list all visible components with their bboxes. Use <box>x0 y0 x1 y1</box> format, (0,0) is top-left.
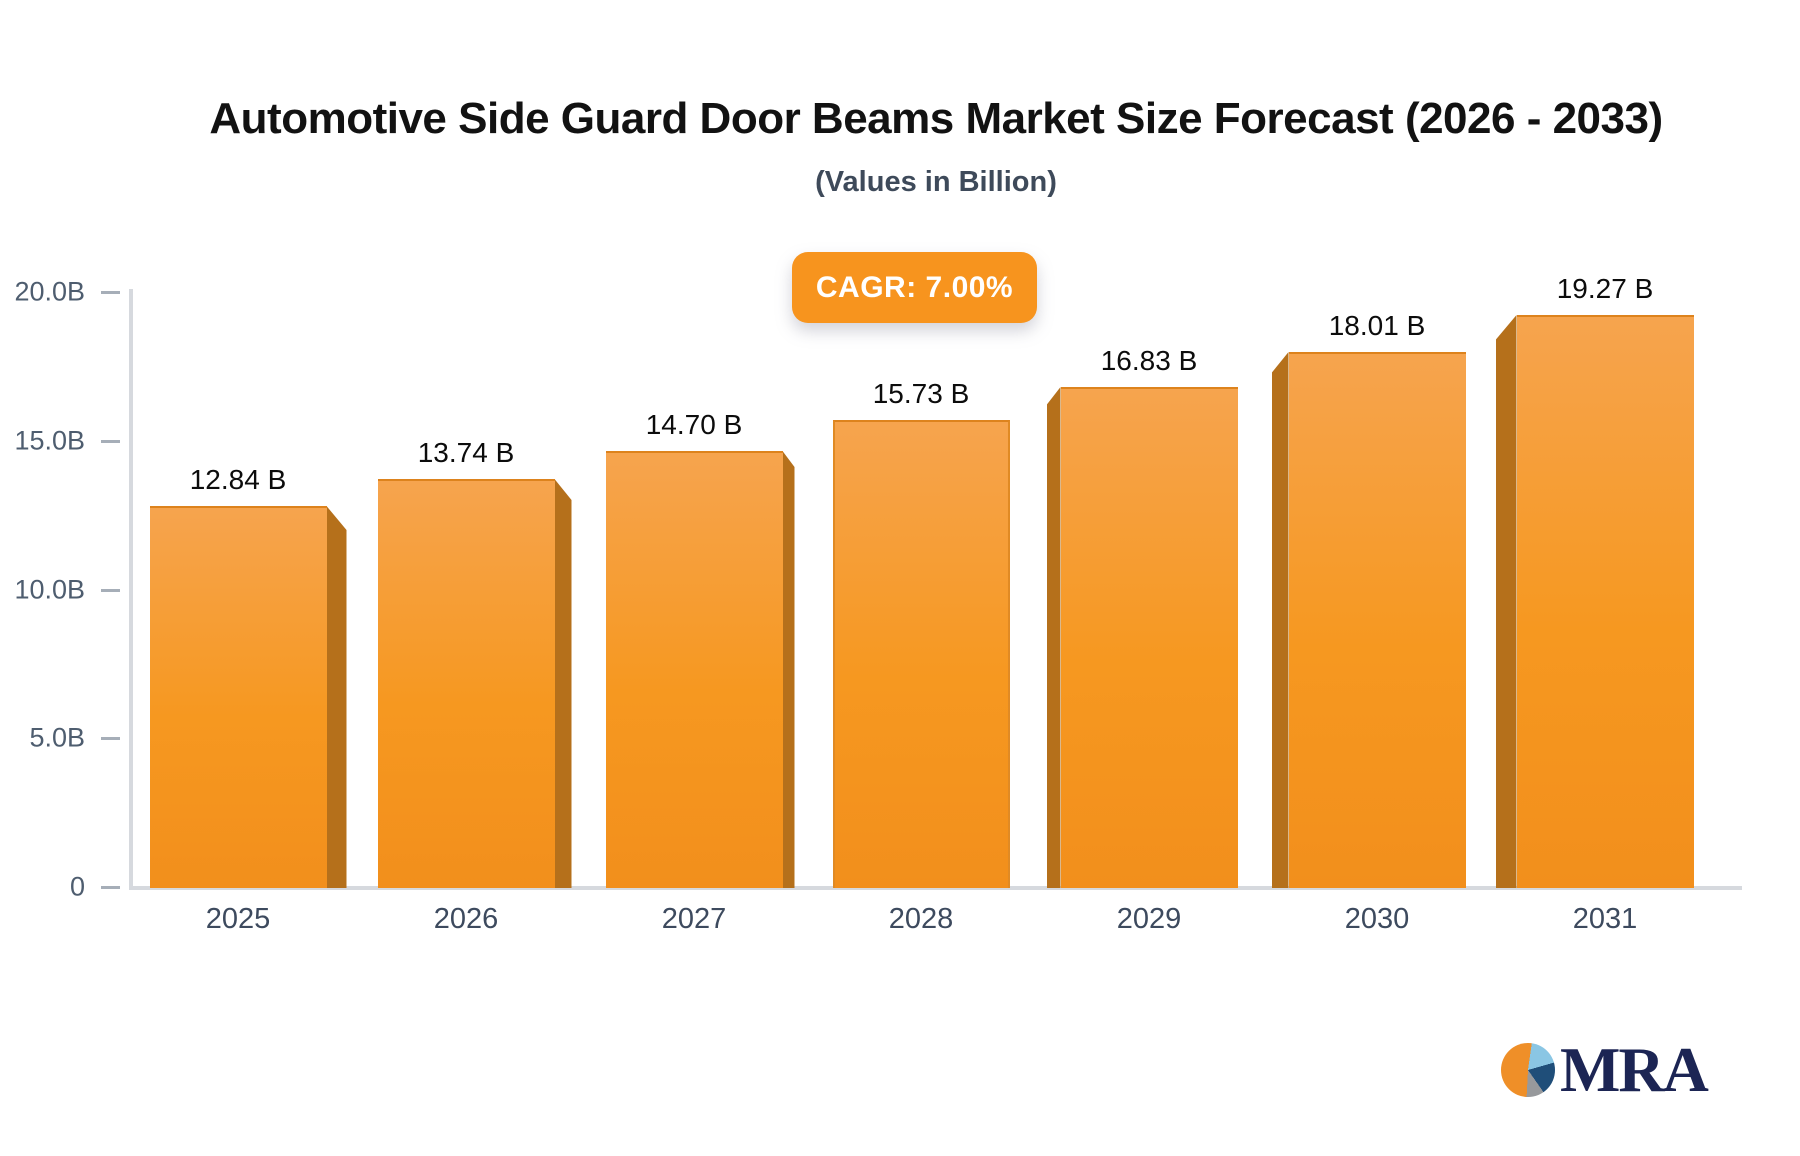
y-tick-dash <box>101 737 120 741</box>
bar <box>149 506 327 888</box>
bar-3d-side <box>1046 387 1061 888</box>
pie-chart-logo-icon <box>1501 1043 1555 1097</box>
x-axis-label: 2031 <box>1572 903 1638 935</box>
bar <box>605 451 783 888</box>
bar-value-label: 12.84 B <box>189 464 287 495</box>
cagr-badge-label: CAGR: 7.00% <box>815 270 1014 304</box>
y-tick-label: 10.0B <box>14 574 85 604</box>
bar-value-label: 18.01 B <box>1328 310 1426 341</box>
bar <box>832 420 1010 888</box>
bar-3d-side <box>1271 352 1289 888</box>
y-tick-dash <box>101 886 120 889</box>
y-tick-label: 0 <box>69 871 85 902</box>
chart-title: Automotive Side Guard Door Beams Market … <box>209 94 1663 143</box>
chart-subtitle: (Values in Billion) <box>815 166 1057 198</box>
y-axis-line <box>129 289 133 887</box>
y-tick-dash <box>101 439 120 443</box>
bar-3d-side <box>782 451 795 888</box>
y-tick-label: 20.0B <box>14 276 85 307</box>
y-tick-label: 15.0B <box>14 425 85 456</box>
bar <box>1516 315 1694 888</box>
x-axis-label: 2030 <box>1344 903 1410 935</box>
bar-value-label: 14.70 B <box>645 409 743 440</box>
mra-logo: MRA <box>1501 1034 1709 1105</box>
x-axis-label: 2026 <box>433 903 499 935</box>
x-axis-label: 2029 <box>1116 903 1182 935</box>
bar-value-label: 16.83 B <box>1100 345 1198 376</box>
x-axis-label: 2025 <box>205 903 271 935</box>
logo-text: MRA <box>1560 1034 1709 1105</box>
y-tick-label: 5.0B <box>29 722 85 753</box>
bar-value-label: 13.74 B <box>417 437 515 468</box>
bar-value-label: 15.73 B <box>872 378 970 409</box>
x-axis-label: 2027 <box>661 903 727 935</box>
y-tick-dash <box>101 291 120 294</box>
bar-value-label: 19.27 B <box>1556 273 1654 304</box>
bar <box>1060 387 1238 888</box>
x-axis-baseline <box>129 886 1742 890</box>
bar <box>1288 352 1466 888</box>
y-tick-dash <box>101 588 120 592</box>
bar <box>377 479 555 888</box>
bar-3d-side <box>554 479 572 888</box>
x-axis-label: 2028 <box>888 903 954 935</box>
bar-3d-side <box>326 506 347 888</box>
cagr-badge: CAGR: 7.00% <box>792 252 1037 323</box>
bar-3d-side <box>1495 315 1517 888</box>
